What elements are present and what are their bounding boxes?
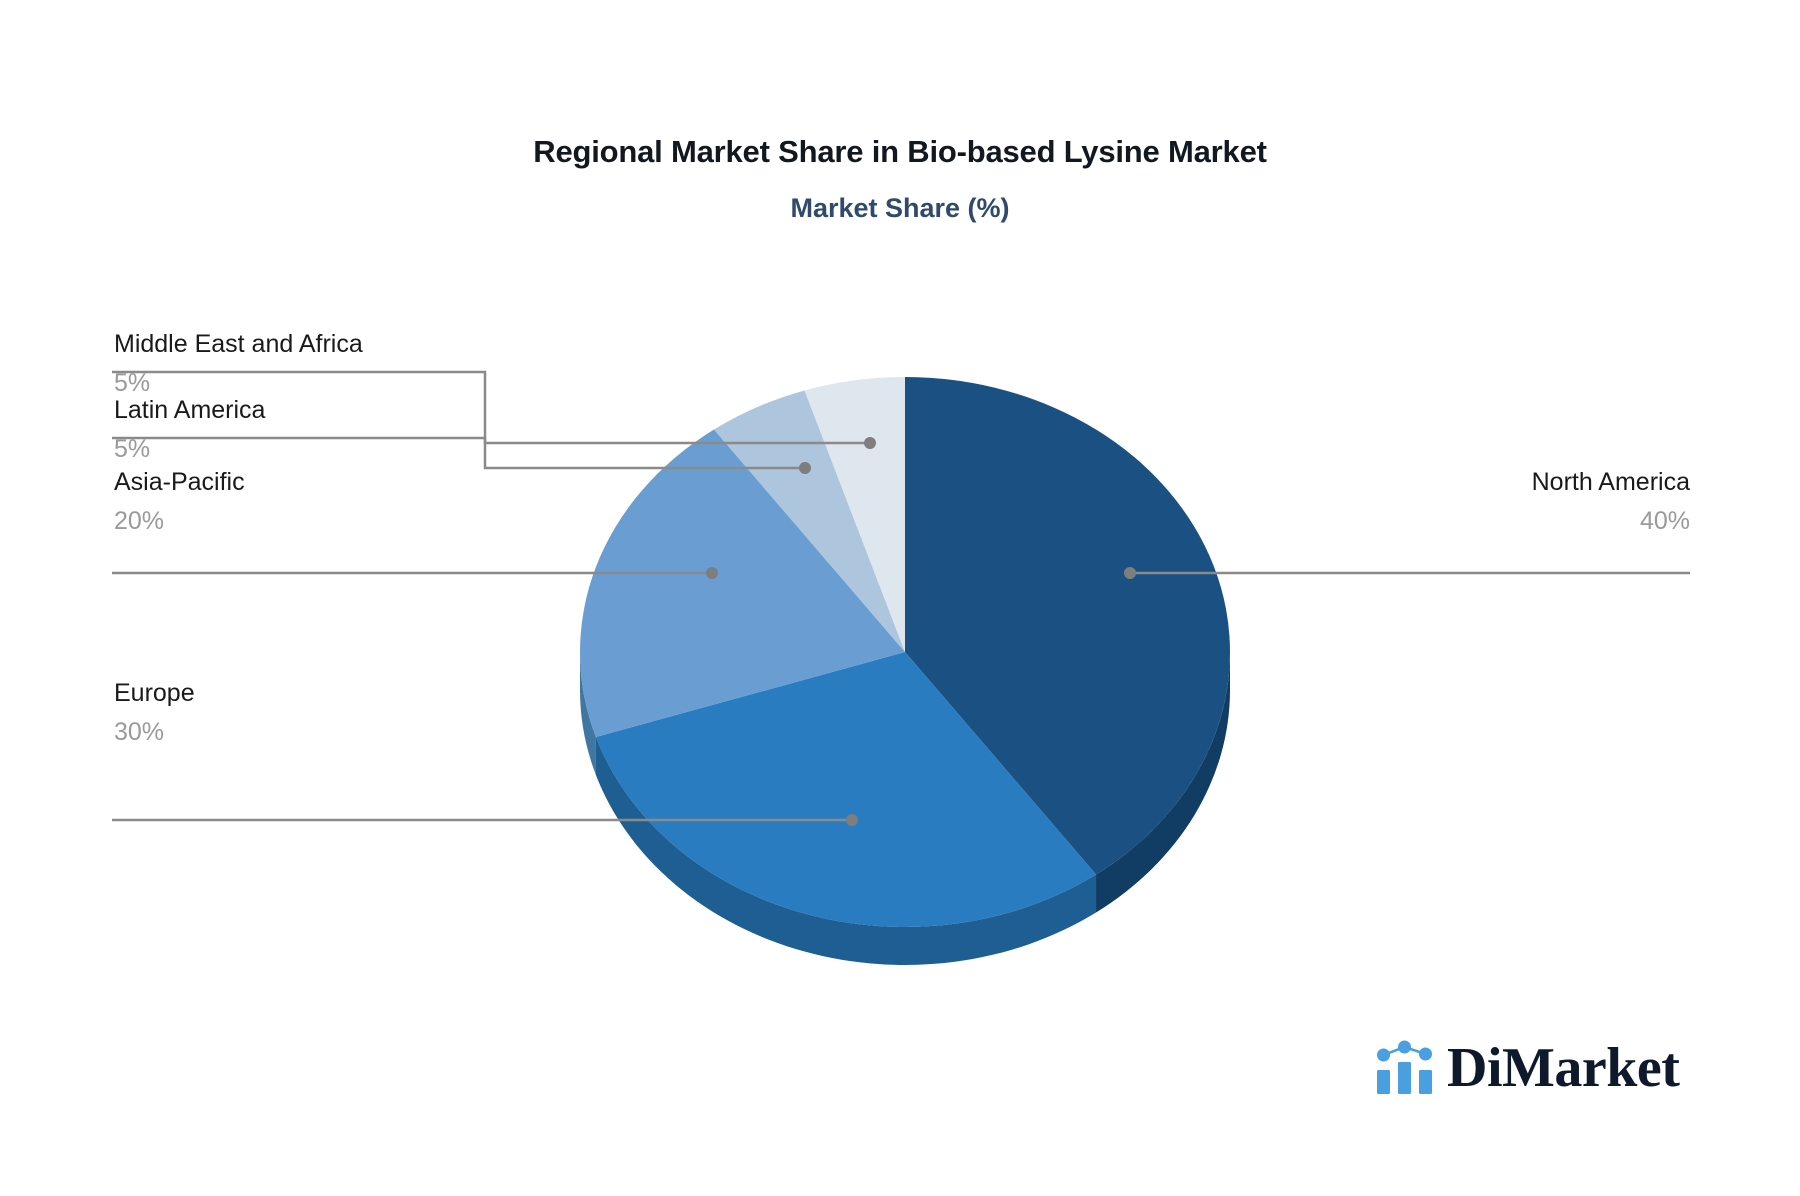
- slice-side-europe: [595, 736, 1097, 965]
- callout-asia-pacific[interactable]: Asia-Pacific 20%: [114, 470, 245, 534]
- callout-value-latin-america: 5%: [114, 435, 151, 463]
- leader-dot-latin-america: [799, 462, 811, 474]
- leader-dot-europe: [846, 814, 858, 826]
- pie-slice-middle-east-africa-top: [804, 377, 905, 652]
- pie-slice-europe-top: [595, 652, 1097, 927]
- callout-label-latin-america: Latin America: [114, 396, 266, 424]
- callout-latin-america[interactable]: Latin America 5%: [114, 398, 265, 462]
- callout-europe[interactable]: Europe 30%: [114, 681, 195, 745]
- leader-dot-north-america: [1124, 567, 1136, 579]
- callout-value-asia-pacific: 20%: [114, 507, 165, 535]
- bar-chart-icon: [1377, 1040, 1432, 1094]
- callout-label-asia-pacific: Asia-Pacific: [114, 468, 245, 496]
- leader-dot-middle-east-africa: [864, 437, 876, 449]
- callout-label-europe: Europe: [114, 679, 195, 707]
- leader-lines: [112, 370, 1690, 822]
- callout-value-north-america: 40%: [1639, 507, 1690, 535]
- brand-logo: DiMarket: [1375, 1037, 1680, 1099]
- callout-middle-east-africa[interactable]: Middle East and Africa 5%: [114, 332, 363, 396]
- pie-3d-body: [580, 377, 1231, 965]
- brand-name: DiMarket: [1447, 1037, 1680, 1099]
- callout-north-america[interactable]: North America 40%: [1350, 470, 1690, 534]
- slice-side-asia-pacific: [580, 652, 596, 775]
- slice-side-north-america: [1096, 652, 1230, 913]
- leader-dot-asia-pacific: [706, 567, 718, 579]
- leader-line-latin-america: [112, 436, 805, 470]
- pie-slice-asia-pacific-top: [580, 429, 905, 737]
- leader-line-middle-east-africa: [112, 370, 870, 445]
- page-title: Regional Market Share in Bio-based Lysin…: [533, 134, 1267, 169]
- pie-depth-walls: [580, 652, 1230, 965]
- callout-label-middle-east-africa: Middle East and Africa: [114, 330, 363, 358]
- callout-value-middle-east-africa: 5%: [114, 369, 151, 397]
- page-subtitle: Market Share (%): [790, 193, 1010, 223]
- callout-label-north-america: North America: [1531, 468, 1690, 496]
- callout-value-europe: 30%: [114, 718, 165, 746]
- pie-slice-north-america-top: [905, 377, 1231, 875]
- pie-slice-latin-america-top: [713, 390, 905, 652]
- leader-dots: [706, 437, 1136, 826]
- pie-slices: [580, 377, 1231, 927]
